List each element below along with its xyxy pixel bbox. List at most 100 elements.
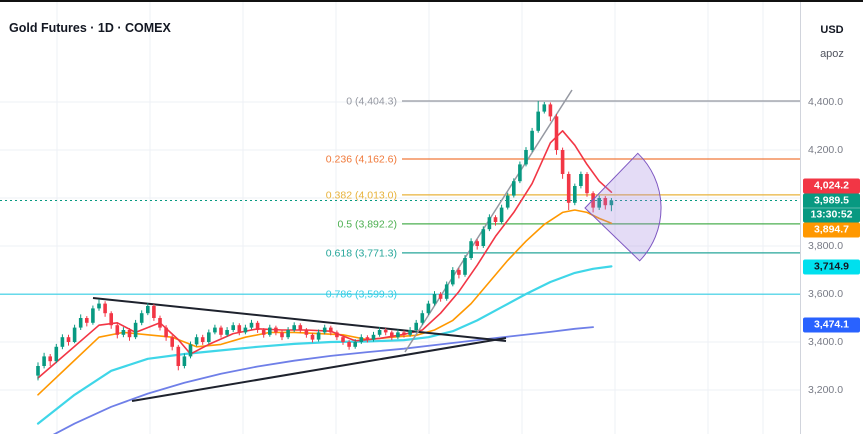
candle-body [72,327,77,342]
candle-body [585,174,589,194]
candle-body [152,306,156,318]
candle-body [548,104,553,117]
candle-body [115,325,120,335]
candle-body [231,325,235,330]
candle-body [597,198,601,208]
candles-layer [36,101,614,381]
candle-body [481,229,486,246]
candle-body [164,327,168,338]
candle-body [249,322,254,328]
candle-body [365,337,370,340]
candle-body [457,270,461,275]
candle-body [121,330,126,335]
ma-slowest-price-value: 3,474.1 [813,318,850,331]
candle-body [207,332,211,342]
candle-body [158,318,162,328]
candle-body [573,186,577,203]
fib-level-label: 0.618 (3,771.3) [326,247,397,259]
candle-body [310,334,315,340]
candle-body [475,241,479,246]
ma-slow-line [36,265,613,425]
price-axis[interactable]: USD apoz 4,400.04,200.04,000.03,800.03,6… [800,2,863,434]
candle-body [444,284,449,299]
wedge-upper-trendline [92,297,507,342]
candle-body [414,322,418,330]
candle-body [91,308,95,323]
candle-body [298,325,303,330]
price-tick-label: 3,200.0 [808,384,844,396]
candle-body [286,330,290,338]
candle-body [420,313,425,323]
fib-level-label: 0.5 (3,892.2) [337,218,397,230]
candle-body [493,217,498,222]
candle-body [566,174,571,203]
ma-slow-price-value: 3,714.9 [813,260,850,273]
ma-mid-price-value: 3,894.7 [813,223,850,236]
symbol-title[interactable]: Gold Futures · 1D · COMEX [9,21,171,35]
candle-body [292,325,296,330]
candle-body [243,327,248,333]
candle-body [85,318,89,323]
candle-body [371,334,376,340]
candle-body [347,342,351,347]
candle-body [542,104,547,112]
price-tick-label: 3,400.0 [808,336,844,348]
candle-body [109,313,113,326]
fib-level-label: 0.786 (3,599.3) [326,289,397,301]
candle-body [268,327,272,335]
axis-unit-label[interactable]: apoz [820,48,844,60]
candle-body [377,330,382,335]
ma-fast-price-value: 4,024.2 [813,179,850,192]
candle-body [341,337,345,342]
candle-body [261,330,266,335]
fib-level-label: 0.382 (4,013.0) [326,189,397,201]
candle-body [579,174,583,186]
price-tick-label: 4,200.0 [808,144,844,156]
candle-body [133,322,138,338]
candle-body [182,356,187,366]
axis-currency-label[interactable]: USD [820,24,844,36]
candle-body [97,303,101,309]
candle-body [200,337,205,342]
candle-body [194,337,199,345]
candle-body [402,332,406,335]
candle-body [408,330,412,335]
projection-fan [584,152,662,262]
fib-level-label: 0.236 (4,162.6) [326,154,397,166]
candle-body [560,150,565,174]
candle-body [591,193,595,208]
candle-body [426,303,431,314]
price-tick-label: 3,600.0 [808,288,844,300]
moving-averages-layer [36,130,613,434]
candle-body [512,181,516,196]
candle-body [280,332,284,338]
candle-body [225,330,229,335]
candle-body [176,346,181,366]
bar-countdown: 13:30:52 [803,207,860,222]
candle-body [329,327,333,333]
candle-body [255,322,260,330]
candle-body [554,116,559,150]
candle-body [396,332,400,338]
ma-mid-price-badge: 3,894.7 [803,222,860,238]
candle-body [237,325,242,333]
candle-body [390,332,394,338]
candle-body [505,195,510,208]
price-chart-canvas[interactable]: 0 (4,404.3) 0.236 (4,162.6) 0.382 (4,013.0… [0,2,800,434]
candle-body [524,150,528,165]
ma-slow-price-badge: 3,714.9 [803,259,860,275]
ma-slowest-line [52,326,594,434]
candle-body [42,356,46,366]
candle-body [322,327,327,333]
candle-body [139,313,144,323]
candle-body [609,200,614,206]
candle-body [274,327,278,333]
candle-body [530,130,534,150]
candle-body [170,337,174,347]
candle-body [188,344,193,357]
ma-fast-price-badge: 4,024.2 [803,178,860,194]
candle-body [103,303,107,314]
fib-labels-layer: 0 (4,404.3) 0.236 (4,162.6) 0.382 (4,013.0… [326,96,397,301]
candle-body [603,198,608,206]
